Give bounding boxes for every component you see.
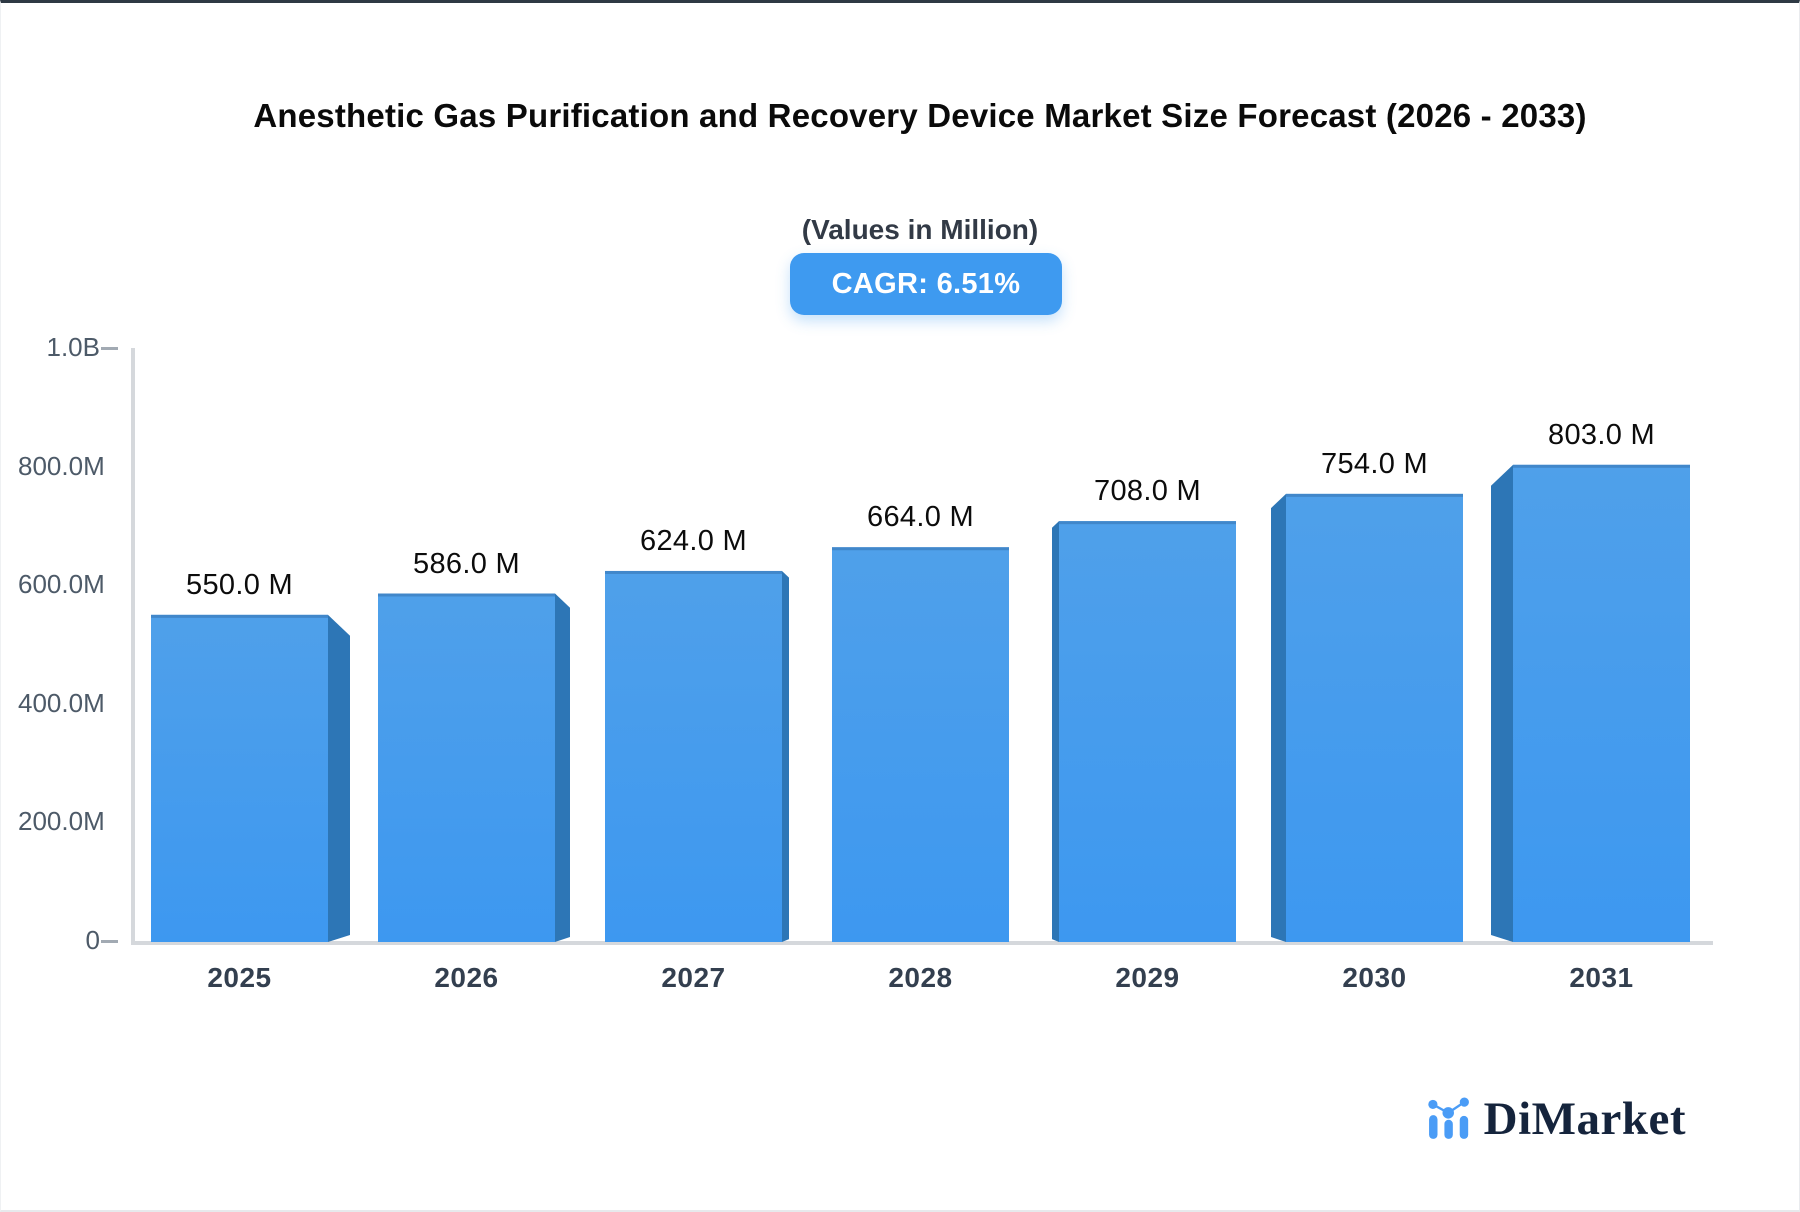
y-axis-tick-dash bbox=[101, 940, 118, 943]
y-axis-label: 200.0M bbox=[18, 806, 105, 837]
bar-side-2031 bbox=[1491, 464, 1513, 942]
bar-side-2027 bbox=[782, 570, 789, 942]
x-axis-line bbox=[131, 941, 1713, 945]
y-axis-label: 600.0M bbox=[18, 569, 105, 600]
bar-2031[interactable] bbox=[1513, 464, 1690, 942]
chart-subtitle: (Values in Million) bbox=[801, 214, 1039, 245]
bar-2025[interactable] bbox=[151, 614, 328, 942]
cagr-badge: CAGR: 6.51% bbox=[790, 253, 1062, 315]
x-axis-label: 2026 bbox=[434, 962, 499, 993]
bar-side-2029 bbox=[1052, 521, 1059, 942]
bar-side-2030 bbox=[1271, 493, 1286, 942]
bar-top-edge bbox=[605, 570, 782, 574]
bar-value-label: 754.0 M bbox=[1321, 447, 1428, 480]
bar-value-label: 586.0 M bbox=[413, 547, 520, 580]
y-axis-label: 1.0B bbox=[46, 332, 101, 362]
chart-title: Anesthetic Gas Purification and Recovery… bbox=[253, 97, 1587, 134]
x-axis-label: 2029 bbox=[1115, 962, 1180, 993]
bar-chart-logo-icon bbox=[1426, 1096, 1472, 1142]
y-axis-label: 0 bbox=[85, 925, 100, 955]
bar-side-2026 bbox=[555, 593, 570, 942]
bar-value-label: 624.0 M bbox=[640, 524, 747, 557]
bar-top-edge bbox=[1513, 464, 1690, 468]
bar-value-label: 664.0 M bbox=[867, 501, 974, 534]
bar-top-edge bbox=[151, 614, 328, 618]
y-axis-line bbox=[131, 348, 135, 945]
bar-2028[interactable] bbox=[832, 547, 1009, 942]
x-axis-label: 2025 bbox=[207, 962, 272, 993]
bar-side-2025 bbox=[328, 614, 350, 942]
bar-2029[interactable] bbox=[1059, 521, 1236, 942]
bar-top-edge bbox=[832, 547, 1009, 551]
x-axis-label: 2028 bbox=[888, 962, 953, 993]
brand-logo: DiMarket bbox=[1426, 1093, 1686, 1145]
x-axis-label: 2030 bbox=[1342, 962, 1407, 993]
bar-top-edge bbox=[1059, 521, 1236, 525]
bar-top-edge bbox=[1286, 493, 1463, 497]
bar-2027[interactable] bbox=[605, 570, 782, 942]
bar-2026[interactable] bbox=[378, 593, 555, 942]
x-axis-label: 2031 bbox=[1569, 962, 1634, 993]
y-axis-label: 400.0M bbox=[18, 687, 105, 718]
bar-top-edge bbox=[378, 593, 555, 597]
y-axis-tick-dash bbox=[101, 347, 118, 350]
x-axis-label: 2027 bbox=[661, 962, 726, 993]
bar-value-label: 708.0 M bbox=[1094, 475, 1201, 508]
brand-logo-text: DiMarket bbox=[1483, 1093, 1686, 1145]
bar-value-label: 550.0 M bbox=[186, 568, 293, 601]
y-axis-label: 800.0M bbox=[18, 450, 105, 481]
bar-value-label: 803.0 M bbox=[1548, 418, 1655, 451]
bar-2030[interactable] bbox=[1286, 493, 1463, 942]
